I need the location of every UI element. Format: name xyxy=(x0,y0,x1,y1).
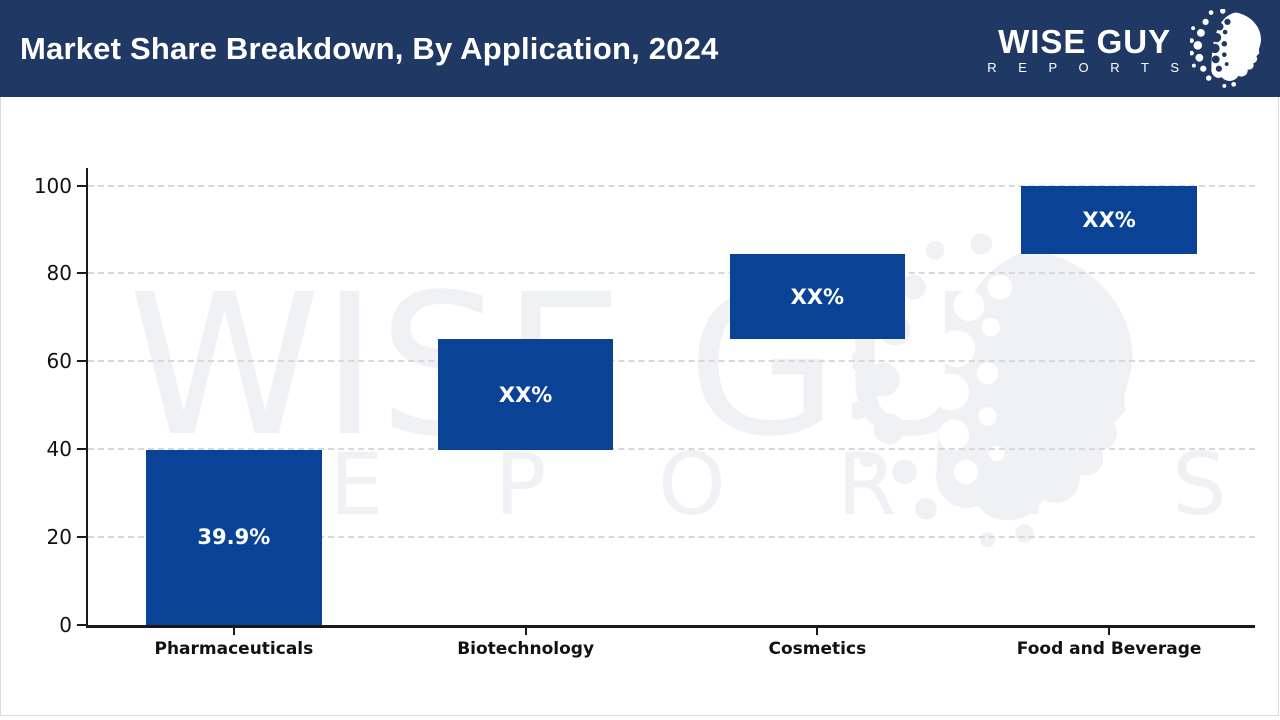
x-tick-mark xyxy=(232,628,235,635)
gridline xyxy=(88,448,1255,451)
y-axis-line xyxy=(86,168,88,627)
y-tick-mark xyxy=(77,624,86,626)
y-tick-label: 20 xyxy=(46,525,72,550)
bar-segment: XX% xyxy=(729,253,906,340)
y-tick-label: 0 xyxy=(59,613,72,637)
y-tick-mark xyxy=(77,272,86,275)
x-tick-mark xyxy=(524,628,527,635)
gridline xyxy=(88,184,1255,187)
x-category-label: Pharmaceuticals xyxy=(154,639,314,659)
x-axis-line xyxy=(86,625,1255,628)
face-profile-icon xyxy=(1190,9,1262,88)
y-tick-label: 60 xyxy=(46,349,72,374)
bar-value-label: XX% xyxy=(1082,207,1136,232)
x-tick-mark xyxy=(1108,628,1111,635)
x-category-label: Food and Beverage xyxy=(1016,639,1202,659)
y-tick-mark xyxy=(77,360,86,363)
bar-segment: XX% xyxy=(437,339,614,450)
bar-segment: XX% xyxy=(1021,185,1197,254)
y-tick-label: 80 xyxy=(46,261,72,286)
gridline xyxy=(88,360,1255,363)
wise-guy-reports-logo: WISE GUY R E P O R T S xyxy=(981,8,1268,92)
x-category-label: Cosmetics xyxy=(768,639,867,659)
header-bar: Market Share Breakdown, By Application, … xyxy=(0,0,1280,97)
y-tick-label: 40 xyxy=(46,437,72,462)
logo-wordmark: WISE GUY xyxy=(998,22,1172,60)
bar-value-label: 39.9% xyxy=(197,525,271,550)
x-tick-mark xyxy=(816,628,819,635)
y-tick-mark xyxy=(77,448,86,451)
x-category-label: Biotechnology xyxy=(457,639,595,659)
bar-value-label: XX% xyxy=(498,382,553,407)
gridline xyxy=(88,536,1255,539)
gridline xyxy=(88,272,1255,275)
bar-segment: 39.9% xyxy=(146,449,322,625)
logo-text: WISE GUY R E P O R T S xyxy=(981,22,1188,76)
chart-plot-area: 0 20 40 60 80 100 39.9% Pharmaceuticals XX% Biote… xyxy=(34,168,1255,659)
y-tick-mark xyxy=(77,536,86,539)
logo-subtitle: R E P O R T S xyxy=(987,60,1188,76)
y-tick-label: 100 xyxy=(33,173,72,198)
bar-value-label: XX% xyxy=(790,284,845,309)
y-tick-mark xyxy=(77,184,86,187)
page-title: Market Share Breakdown, By Application, … xyxy=(20,30,719,66)
